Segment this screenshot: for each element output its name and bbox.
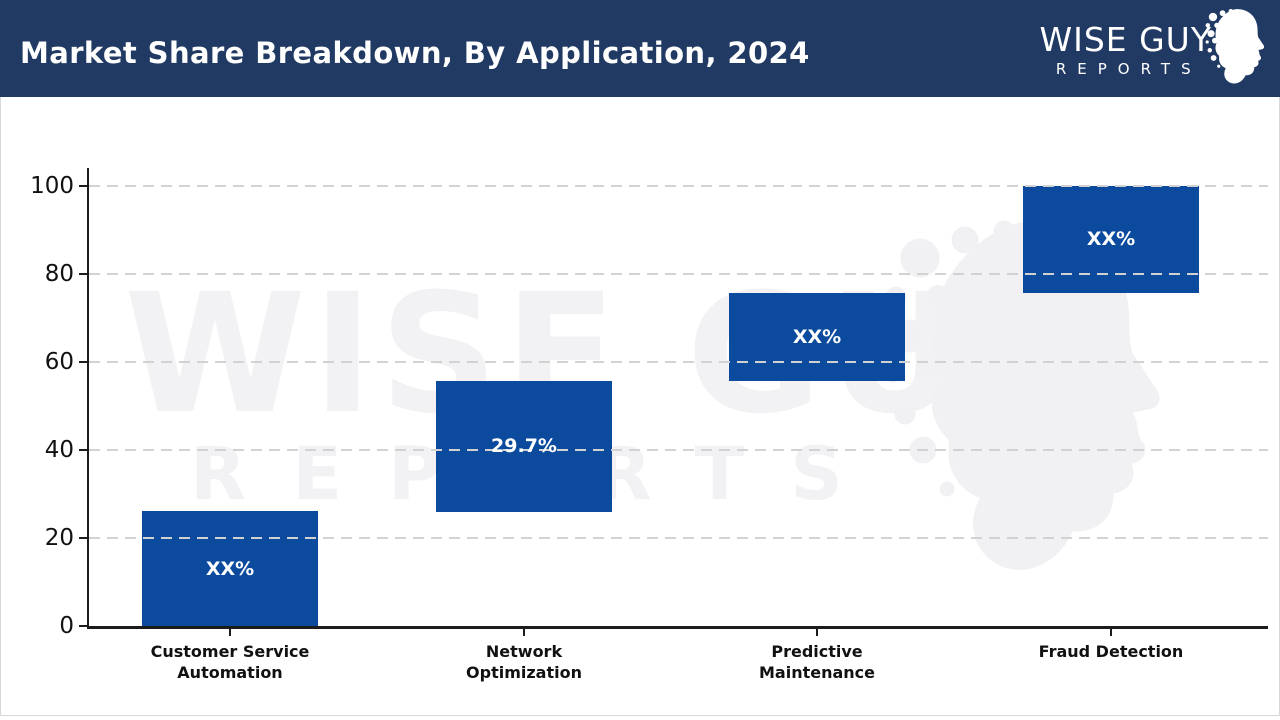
y-tick-label-20: 20 xyxy=(44,525,74,551)
y-tick-label-100: 100 xyxy=(30,173,74,199)
y-tick-label-60: 60 xyxy=(44,349,74,375)
logo-text: WISE GUY REPORTS xyxy=(1039,20,1212,78)
y-tick-0 xyxy=(79,625,87,627)
gridline-40 xyxy=(89,449,1268,451)
bar-customer-service-automation xyxy=(142,511,318,626)
bar-value-label-customer-service-automation: XX% xyxy=(205,557,255,580)
bar-value-label-network-optimization: 29.7% xyxy=(491,435,557,458)
x-axis xyxy=(87,626,1268,629)
logo-reports-text: REPORTS xyxy=(1055,60,1202,78)
logo-wordmark: WISE GUY xyxy=(1039,20,1212,59)
y-tick-label-40: 40 xyxy=(44,437,74,463)
bar-fraud-detection xyxy=(1023,186,1199,293)
y-tick-label-0: 0 xyxy=(59,613,74,639)
bar-network-optimization xyxy=(436,380,612,512)
y-tick-100 xyxy=(79,185,87,187)
x-axis-label-customer-service-automation: Customer Service Automation xyxy=(150,642,310,682)
y-tick-80 xyxy=(79,273,87,275)
x-axis-label-predictive-maintenance: Predictive Maintenance xyxy=(758,642,875,682)
bar-predictive-maintenance xyxy=(729,292,905,381)
gridline-60 xyxy=(89,361,1268,363)
x-axis-label-fraud-detection: Fraud Detection xyxy=(1038,642,1184,661)
x-tick-customer-service-automation xyxy=(229,629,231,636)
x-tick-network-optimization xyxy=(523,629,525,636)
y-tick-20 xyxy=(79,537,87,539)
gridline-80 xyxy=(89,273,1268,275)
bar-value-label-fraud-detection: XX% xyxy=(1086,228,1136,251)
x-tick-fraud-detection xyxy=(1110,629,1112,636)
y-tick-40 xyxy=(79,449,87,451)
header-bar: Market Share Breakdown, By Application, … xyxy=(0,0,1280,97)
x-tick-predictive-maintenance xyxy=(816,629,818,636)
gridline-20 xyxy=(89,537,1268,539)
y-axis xyxy=(87,168,89,629)
gridline-100 xyxy=(89,185,1268,187)
y-tick-60 xyxy=(79,361,87,363)
chart-title: Market Share Breakdown, By Application, … xyxy=(20,36,810,70)
y-tick-label-80: 80 xyxy=(44,261,74,287)
bar-value-label-predictive-maintenance: XX% xyxy=(792,325,842,348)
wise-guy-reports-logo: WISE GUY REPORTS xyxy=(1039,4,1268,94)
x-axis-label-network-optimization: Network Optimization xyxy=(466,642,582,682)
logo-head-icon xyxy=(1205,9,1265,84)
